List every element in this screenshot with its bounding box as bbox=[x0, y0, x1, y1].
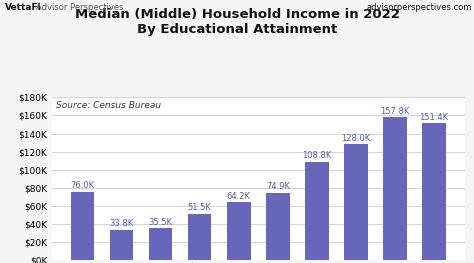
Bar bbox=[71, 191, 94, 260]
Bar bbox=[188, 214, 211, 260]
Bar bbox=[383, 117, 407, 260]
Bar bbox=[110, 230, 133, 260]
Bar bbox=[422, 123, 446, 260]
Text: 51.5K: 51.5K bbox=[188, 203, 212, 212]
Bar bbox=[227, 202, 251, 260]
Text: Median (Middle) Household Income in 2022
By Educational Attainment: Median (Middle) Household Income in 2022… bbox=[74, 8, 400, 36]
Text: Source: Census Bureau: Source: Census Bureau bbox=[56, 100, 161, 110]
Text: 128.0K: 128.0K bbox=[341, 134, 371, 143]
Text: advisorperspectives.com: advisorperspectives.com bbox=[366, 3, 472, 12]
Bar bbox=[305, 162, 328, 260]
Text: 151.4K: 151.4K bbox=[419, 113, 448, 122]
Text: 108.8K: 108.8K bbox=[302, 151, 332, 160]
Text: VettaFi: VettaFi bbox=[5, 3, 42, 12]
Text: 33.8K: 33.8K bbox=[109, 219, 134, 228]
Bar bbox=[149, 228, 173, 260]
Text: 157.8K: 157.8K bbox=[380, 107, 410, 116]
Text: 64.2K: 64.2K bbox=[227, 192, 251, 201]
Text: 76.0K: 76.0K bbox=[71, 181, 95, 190]
Text: Advisor Perspectives: Advisor Perspectives bbox=[36, 3, 123, 12]
Text: 74.9K: 74.9K bbox=[266, 182, 290, 191]
Bar bbox=[266, 193, 290, 260]
Bar bbox=[344, 144, 368, 260]
Text: 35.5K: 35.5K bbox=[149, 218, 173, 227]
